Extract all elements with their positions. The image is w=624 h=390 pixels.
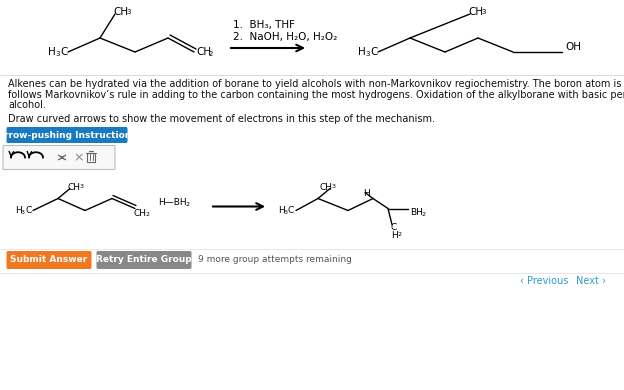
- Text: Draw curved arrows to show the movement of electrons in this step of the mechani: Draw curved arrows to show the movement …: [8, 113, 435, 124]
- Text: CH: CH: [468, 7, 483, 17]
- Text: 3: 3: [55, 50, 59, 57]
- Text: BH: BH: [410, 208, 423, 217]
- Text: 3: 3: [126, 9, 130, 14]
- Text: H: H: [363, 188, 370, 197]
- Text: Retry Entire Group: Retry Entire Group: [96, 255, 192, 264]
- Text: Next ›: Next ›: [576, 275, 606, 285]
- Text: H: H: [391, 230, 397, 239]
- Text: C: C: [60, 47, 67, 57]
- Text: H: H: [15, 206, 22, 215]
- Text: follows Markovnikov’s rule in adding to the carbon containing the most hydrogens: follows Markovnikov’s rule in adding to …: [8, 89, 624, 99]
- Text: 2.  NaOH, H₂O, H₂O₂: 2. NaOH, H₂O, H₂O₂: [233, 32, 337, 42]
- Bar: [87, 152, 95, 161]
- Text: Alkenes can be hydrated via the addition of borane to yield alcohols with non-Ma: Alkenes can be hydrated via the addition…: [8, 79, 624, 89]
- Text: Submit Answer: Submit Answer: [11, 255, 87, 264]
- Text: H—BH: H—BH: [158, 198, 187, 207]
- Text: OH: OH: [565, 42, 581, 52]
- Text: C: C: [370, 47, 378, 57]
- Text: CH: CH: [320, 183, 333, 191]
- Text: 2: 2: [422, 211, 426, 216]
- Text: CH: CH: [134, 209, 147, 218]
- FancyBboxPatch shape: [6, 127, 127, 143]
- Text: 3: 3: [481, 9, 485, 14]
- Text: 2: 2: [209, 50, 213, 57]
- Text: C: C: [288, 206, 295, 215]
- Text: 3: 3: [365, 50, 369, 57]
- Text: H: H: [358, 47, 366, 57]
- Text: 3: 3: [284, 209, 288, 214]
- Text: 2: 2: [186, 202, 190, 206]
- Text: CH: CH: [113, 7, 128, 17]
- Text: CH: CH: [68, 183, 81, 191]
- Text: 2: 2: [398, 232, 402, 238]
- FancyBboxPatch shape: [97, 251, 192, 269]
- Text: 3: 3: [332, 184, 336, 189]
- Text: 1.  BH₃, THF: 1. BH₃, THF: [233, 20, 295, 30]
- Text: 9 more group attempts remaining: 9 more group attempts remaining: [198, 255, 352, 264]
- Text: Arrow-pushing Instructions: Arrow-pushing Instructions: [0, 131, 137, 140]
- Text: 2: 2: [145, 213, 149, 218]
- FancyBboxPatch shape: [3, 145, 115, 170]
- Text: alcohol.: alcohol.: [8, 100, 46, 110]
- Text: 3: 3: [80, 184, 84, 189]
- FancyBboxPatch shape: [6, 251, 92, 269]
- Text: H: H: [278, 206, 285, 215]
- Text: ‹ Previous: ‹ Previous: [520, 275, 568, 285]
- Text: H: H: [48, 47, 56, 57]
- Text: C: C: [391, 223, 397, 232]
- Text: CH: CH: [196, 47, 211, 57]
- Text: 3: 3: [21, 209, 25, 214]
- Text: ×: ×: [74, 151, 84, 164]
- Text: C: C: [25, 206, 31, 215]
